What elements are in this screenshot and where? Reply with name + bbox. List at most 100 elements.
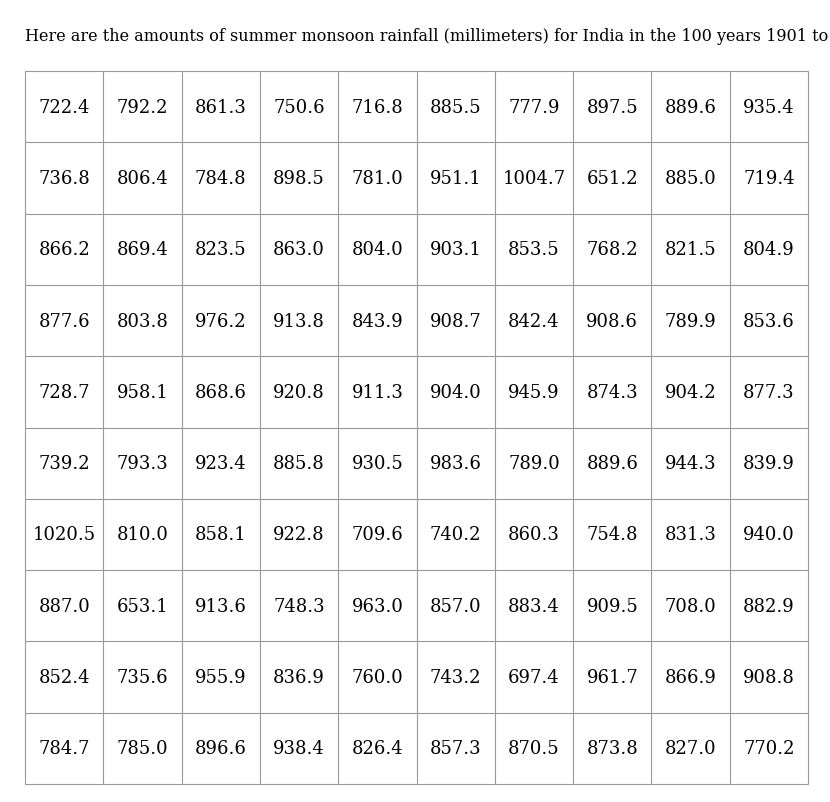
Text: 853.5: 853.5 (508, 241, 559, 259)
Text: 852.4: 852.4 (38, 668, 90, 687)
Text: 903.1: 903.1 (430, 241, 481, 259)
Text: 874.3: 874.3 (587, 383, 638, 401)
Text: 836.9: 836.9 (273, 668, 325, 687)
Text: 908.6: 908.6 (586, 312, 638, 330)
Text: 827.0: 827.0 (665, 739, 716, 757)
Text: 735.6: 735.6 (117, 668, 168, 687)
Text: 709.6: 709.6 (351, 526, 403, 544)
Text: 831.3: 831.3 (665, 526, 716, 544)
Text: 722.4: 722.4 (38, 99, 90, 116)
Text: 889.6: 889.6 (586, 455, 638, 472)
Text: 716.8: 716.8 (351, 99, 403, 116)
Text: 857.3: 857.3 (430, 739, 481, 757)
Text: 857.0: 857.0 (430, 597, 481, 615)
Text: 897.5: 897.5 (587, 99, 638, 116)
Text: 885.8: 885.8 (273, 455, 325, 472)
Text: 870.5: 870.5 (508, 739, 559, 757)
Text: 887.0: 887.0 (38, 597, 90, 615)
Text: 708.0: 708.0 (665, 597, 716, 615)
Text: 653.1: 653.1 (116, 597, 168, 615)
Text: 860.3: 860.3 (508, 526, 560, 544)
Text: 858.1: 858.1 (195, 526, 247, 544)
Text: 804.0: 804.0 (351, 241, 403, 259)
Text: 821.5: 821.5 (665, 241, 716, 259)
Text: 784.8: 784.8 (195, 170, 247, 188)
Text: 877.6: 877.6 (38, 312, 90, 330)
Text: 920.8: 920.8 (273, 383, 325, 401)
Text: 882.9: 882.9 (743, 597, 794, 615)
Text: 750.6: 750.6 (273, 99, 325, 116)
Text: 1004.7: 1004.7 (502, 170, 565, 188)
Text: 955.9: 955.9 (195, 668, 247, 687)
Text: 983.6: 983.6 (430, 455, 481, 472)
Text: 843.9: 843.9 (351, 312, 403, 330)
Text: 839.9: 839.9 (743, 455, 795, 472)
Text: 885.5: 885.5 (430, 99, 481, 116)
Text: 923.4: 923.4 (195, 455, 247, 472)
Text: 961.7: 961.7 (586, 668, 638, 687)
Text: 913.6: 913.6 (195, 597, 247, 615)
Text: 866.2: 866.2 (38, 241, 90, 259)
Text: 760.0: 760.0 (351, 668, 403, 687)
Text: 736.8: 736.8 (38, 170, 90, 188)
Text: 789.0: 789.0 (508, 455, 559, 472)
Text: 904.0: 904.0 (430, 383, 481, 401)
Text: 958.1: 958.1 (116, 383, 168, 401)
Text: 935.4: 935.4 (743, 99, 794, 116)
Text: 823.5: 823.5 (195, 241, 247, 259)
Text: 803.8: 803.8 (116, 312, 168, 330)
Text: 777.9: 777.9 (508, 99, 559, 116)
Text: 748.3: 748.3 (273, 597, 325, 615)
Text: 896.6: 896.6 (195, 739, 247, 757)
Text: 792.2: 792.2 (117, 99, 168, 116)
Text: 785.0: 785.0 (117, 739, 168, 757)
Text: 754.8: 754.8 (587, 526, 638, 544)
Text: 743.2: 743.2 (430, 668, 481, 687)
Text: 877.3: 877.3 (743, 383, 794, 401)
Text: 930.5: 930.5 (351, 455, 403, 472)
Text: 740.2: 740.2 (430, 526, 481, 544)
Text: 651.2: 651.2 (587, 170, 638, 188)
Text: 963.0: 963.0 (351, 597, 403, 615)
Text: 768.2: 768.2 (587, 241, 638, 259)
Text: 826.4: 826.4 (352, 739, 403, 757)
Text: 784.7: 784.7 (38, 739, 90, 757)
Text: 806.4: 806.4 (116, 170, 168, 188)
Text: 804.9: 804.9 (743, 241, 794, 259)
Text: 908.7: 908.7 (430, 312, 481, 330)
Text: 945.9: 945.9 (508, 383, 559, 401)
Text: 853.6: 853.6 (743, 312, 794, 330)
Text: 898.5: 898.5 (273, 170, 325, 188)
Text: 938.4: 938.4 (273, 739, 325, 757)
Bar (25, 72, 808, 784)
Text: 781.0: 781.0 (351, 170, 403, 188)
Text: 770.2: 770.2 (743, 739, 794, 757)
Text: 863.0: 863.0 (273, 241, 325, 259)
Text: 719.4: 719.4 (743, 170, 794, 188)
Text: 842.4: 842.4 (508, 312, 559, 330)
Text: 861.3: 861.3 (195, 99, 247, 116)
Text: 940.0: 940.0 (743, 526, 794, 544)
Text: 810.0: 810.0 (116, 526, 168, 544)
Text: 1020.5: 1020.5 (32, 526, 95, 544)
Text: 908.8: 908.8 (743, 668, 795, 687)
Text: 885.0: 885.0 (665, 170, 716, 188)
Text: 976.2: 976.2 (195, 312, 247, 330)
Text: 904.2: 904.2 (665, 383, 716, 401)
Text: 739.2: 739.2 (38, 455, 90, 472)
Text: 883.4: 883.4 (508, 597, 559, 615)
Text: 873.8: 873.8 (586, 739, 638, 757)
Text: 889.6: 889.6 (665, 99, 716, 116)
Text: 866.9: 866.9 (665, 668, 716, 687)
Text: 793.3: 793.3 (116, 455, 168, 472)
Text: 789.9: 789.9 (665, 312, 716, 330)
Text: 697.4: 697.4 (508, 668, 559, 687)
Text: 868.6: 868.6 (195, 383, 247, 401)
Text: 951.1: 951.1 (430, 170, 481, 188)
Text: Here are the amounts of summer monsoon rainfall (millimeters) for India in the 1: Here are the amounts of summer monsoon r… (25, 28, 830, 45)
Text: 913.8: 913.8 (273, 312, 325, 330)
Text: 728.7: 728.7 (38, 383, 90, 401)
Text: 911.3: 911.3 (351, 383, 403, 401)
Text: 944.3: 944.3 (665, 455, 716, 472)
Text: 909.5: 909.5 (586, 597, 638, 615)
